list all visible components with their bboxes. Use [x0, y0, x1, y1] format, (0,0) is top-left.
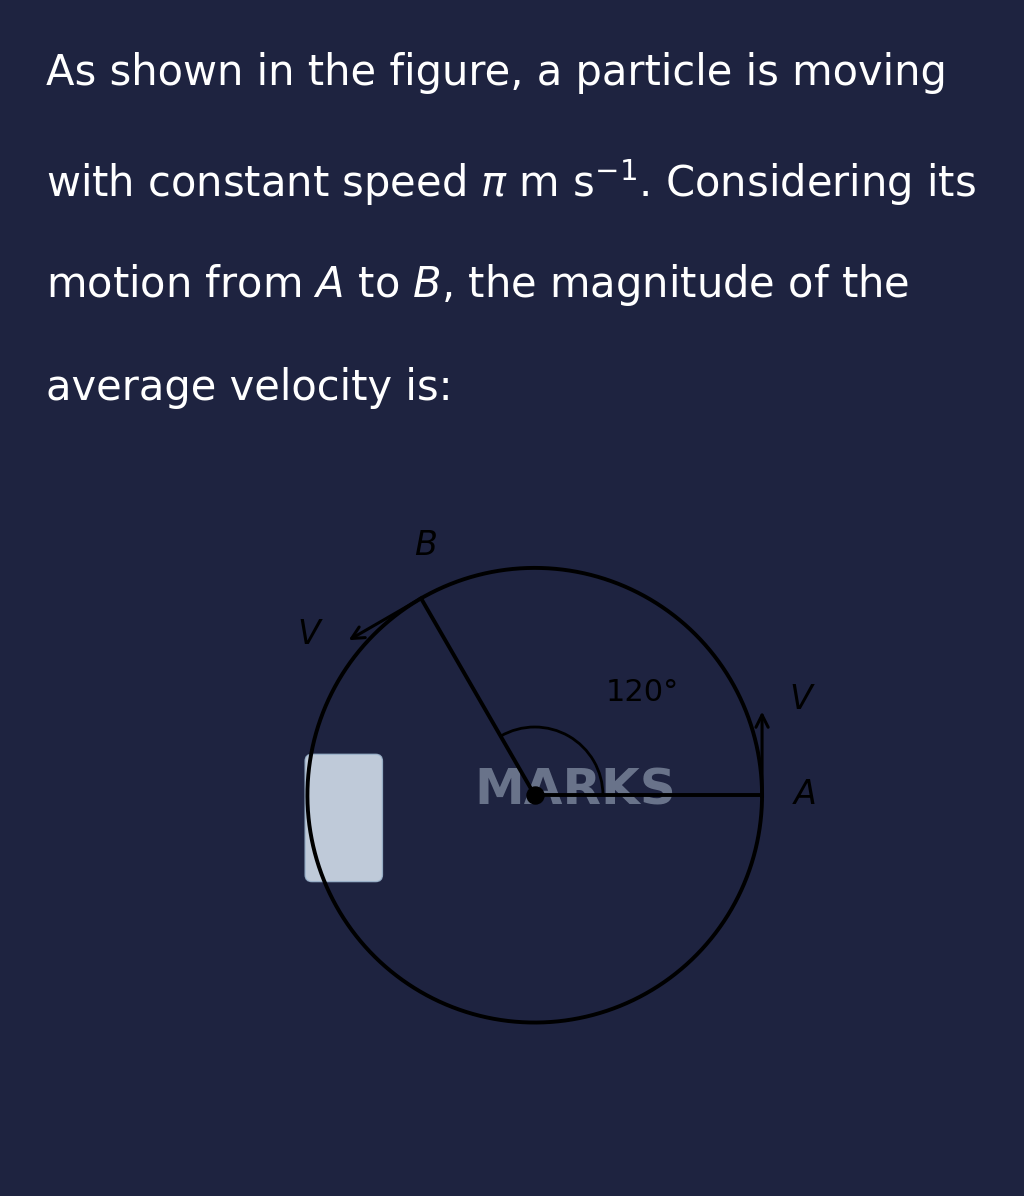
Text: motion from $\it{A}$ to $\it{B}$, the magnitude of the: motion from $\it{A}$ to $\it{B}$, the ma…	[46, 262, 909, 307]
Text: $A$: $A$	[792, 780, 816, 811]
Text: As shown in the figure, a particle is moving: As shown in the figure, a particle is mo…	[46, 53, 947, 94]
Text: MARKS: MARKS	[475, 767, 677, 814]
Text: with constant speed $\pi$ m s$^{-1}$. Considering its: with constant speed $\pi$ m s$^{-1}$. Co…	[46, 157, 976, 208]
Text: 120°: 120°	[605, 678, 679, 707]
Text: $V$: $V$	[790, 684, 816, 715]
Text: average velocity is:: average velocity is:	[46, 367, 453, 409]
Point	[526, 786, 543, 805]
Text: $B$: $B$	[414, 530, 437, 562]
FancyBboxPatch shape	[305, 755, 382, 881]
Text: $V$: $V$	[297, 618, 324, 651]
